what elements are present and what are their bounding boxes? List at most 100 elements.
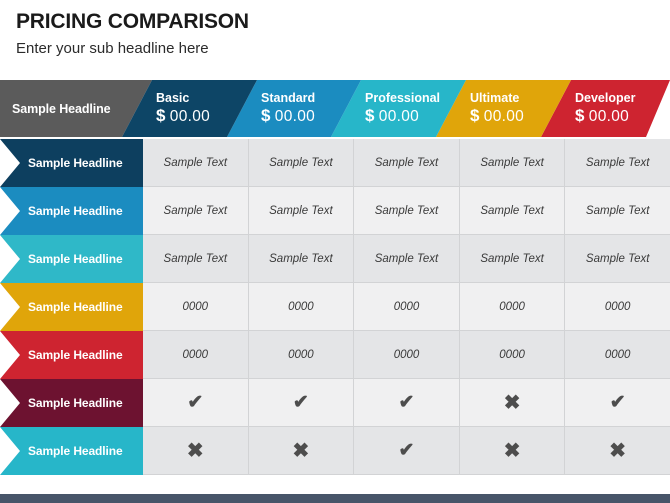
row-label-ribbon[interactable]: Sample Headline xyxy=(0,379,143,427)
page-title: PRICING COMPARISON xyxy=(16,10,249,33)
check-icon: ✔ xyxy=(609,392,626,413)
tier-price: $ 00.00 xyxy=(575,107,670,126)
table-cell: Sample Text xyxy=(354,187,460,235)
table-cell: 0000 xyxy=(354,331,460,379)
table-cell: Sample Text xyxy=(565,235,670,283)
tier-currency-symbol: $ xyxy=(365,105,375,125)
cross-icon: ✖ xyxy=(292,439,310,462)
table-cell: Sample Text xyxy=(248,139,355,187)
table-cell: 0000 xyxy=(459,331,566,379)
table-cell: Sample Text xyxy=(459,139,566,187)
comparison-table: Sample Headline Sample Text Sample Text Sam… xyxy=(0,139,670,475)
tier-currency-symbol: $ xyxy=(575,105,585,125)
check-icon-cell: ✔ xyxy=(143,379,249,427)
header-label-text: Sample Headline xyxy=(12,101,111,116)
page-subtitle: Enter your sub headline here xyxy=(16,40,209,58)
tier-amount: 00.00 xyxy=(274,107,316,125)
row-cells: 0000 0000 0000 0000 0000 xyxy=(143,283,670,331)
tier-amount: 00.00 xyxy=(378,107,420,125)
row-label-text: Sample Headline xyxy=(28,204,123,218)
check-icon: ✔ xyxy=(292,392,309,413)
check-icon: ✔ xyxy=(187,392,204,413)
cross-icon-cell: ✖ xyxy=(248,427,355,475)
row-label-text: Sample Headline xyxy=(28,444,123,458)
row-cells: 0000 0000 0000 0000 0000 xyxy=(143,331,670,379)
table-row: Sample Headline ✖ ✖ ✔ ✖ ✖ xyxy=(0,427,670,475)
pricing-tier-header-standard[interactable]: Standard $ 00.00 xyxy=(227,80,361,137)
table-cell: Sample Text xyxy=(143,139,249,187)
row-label-ribbon[interactable]: Sample Headline xyxy=(0,427,143,475)
row-cells: ✖ ✖ ✔ ✖ ✖ xyxy=(143,427,670,475)
table-cell: Sample Text xyxy=(248,235,355,283)
tier-price: $ 00.00 xyxy=(156,107,257,126)
check-icon-cell: ✔ xyxy=(354,427,460,475)
row-label-text: Sample Headline xyxy=(28,348,123,362)
table-cell: 0000 xyxy=(565,331,670,379)
tier-name: Ultimate xyxy=(470,90,520,105)
row-label-ribbon[interactable]: Sample Headline xyxy=(0,235,143,283)
row-label-text: Sample Headline xyxy=(28,396,123,410)
table-cell: Sample Text xyxy=(143,187,249,235)
tier-name: Developer xyxy=(575,90,636,105)
row-label-text: Sample Headline xyxy=(28,252,123,266)
check-icon: ✔ xyxy=(398,392,415,413)
table-row: Sample Headline Sample Text Sample Text Sam… xyxy=(0,187,670,235)
cross-icon-cell: ✖ xyxy=(143,427,249,475)
cross-icon: ✖ xyxy=(503,391,521,414)
table-cell: 0000 xyxy=(354,283,460,331)
footer-bar xyxy=(0,494,670,503)
tier-currency-symbol: $ xyxy=(156,105,166,125)
table-cell: Sample Text xyxy=(459,187,566,235)
table-cell: 0000 xyxy=(143,283,249,331)
table-cell: Sample Text xyxy=(354,235,460,283)
tier-name: Basic xyxy=(156,90,190,105)
check-icon-cell: ✔ xyxy=(565,379,670,427)
cross-icon: ✖ xyxy=(609,439,627,462)
row-label-ribbon[interactable]: Sample Headline xyxy=(0,187,143,235)
tier-name: Professional xyxy=(365,90,441,105)
table-cell: Sample Text xyxy=(143,235,249,283)
check-icon: ✔ xyxy=(398,440,415,461)
header-label-cell: Sample Headline xyxy=(0,80,152,137)
table-row: Sample Headline 0000 0000 0000 0000 0000 xyxy=(0,331,670,379)
row-cells: Sample Text Sample Text Sample Text Sample … xyxy=(143,139,670,187)
table-row: Sample Headline Sample Text Sample Text Sam… xyxy=(0,235,670,283)
table-cell: 0000 xyxy=(565,283,670,331)
check-icon-cell: ✔ xyxy=(248,379,355,427)
table-cell: 0000 xyxy=(248,331,355,379)
table-cell: 0000 xyxy=(143,331,249,379)
row-label-ribbon[interactable]: Sample Headline xyxy=(0,331,143,379)
tier-currency-symbol: $ xyxy=(470,105,480,125)
tier-amount: 00.00 xyxy=(483,107,525,125)
table-row: Sample Headline ✔ ✔ ✔ ✖ ✔ xyxy=(0,379,670,427)
table-cell: Sample Text xyxy=(248,187,355,235)
table-cell: 0000 xyxy=(248,283,355,331)
tier-currency-symbol: $ xyxy=(261,105,271,125)
table-row: Sample Headline Sample Text Sample Text Sam… xyxy=(0,139,670,187)
table-cell: 0000 xyxy=(459,283,566,331)
cross-icon-cell: ✖ xyxy=(459,379,566,427)
tier-price: $ 00.00 xyxy=(261,107,361,126)
row-label-text: Sample Headline xyxy=(28,300,123,314)
row-cells: Sample Text Sample Text Sample Text Sample … xyxy=(143,235,670,283)
pricing-header-band: Sample Headline Basic $ 00.00 Standard $ 00… xyxy=(0,80,670,137)
table-cell: Sample Text xyxy=(354,139,460,187)
row-cells: Sample Text Sample Text Sample Text Sample … xyxy=(143,187,670,235)
title-block: PRICING COMPARISON Enter your sub headli… xyxy=(16,10,249,58)
tier-amount: 00.00 xyxy=(588,107,630,125)
cross-icon-cell: ✖ xyxy=(565,427,670,475)
table-row: Sample Headline 0000 0000 0000 0000 0000 xyxy=(0,283,670,331)
table-cell: Sample Text xyxy=(565,139,670,187)
check-icon-cell: ✔ xyxy=(354,379,460,427)
cross-icon: ✖ xyxy=(503,439,521,462)
tier-price: $ 00.00 xyxy=(365,107,466,126)
row-label-ribbon[interactable]: Sample Headline xyxy=(0,139,143,187)
row-label-ribbon[interactable]: Sample Headline xyxy=(0,283,143,331)
table-cell: Sample Text xyxy=(459,235,566,283)
table-cell: Sample Text xyxy=(565,187,670,235)
cross-icon: ✖ xyxy=(186,439,204,462)
tier-price: $ 00.00 xyxy=(470,107,571,126)
row-cells: ✔ ✔ ✔ ✖ ✔ xyxy=(143,379,670,427)
tier-amount: 00.00 xyxy=(169,107,211,125)
tier-name: Standard xyxy=(261,90,316,105)
